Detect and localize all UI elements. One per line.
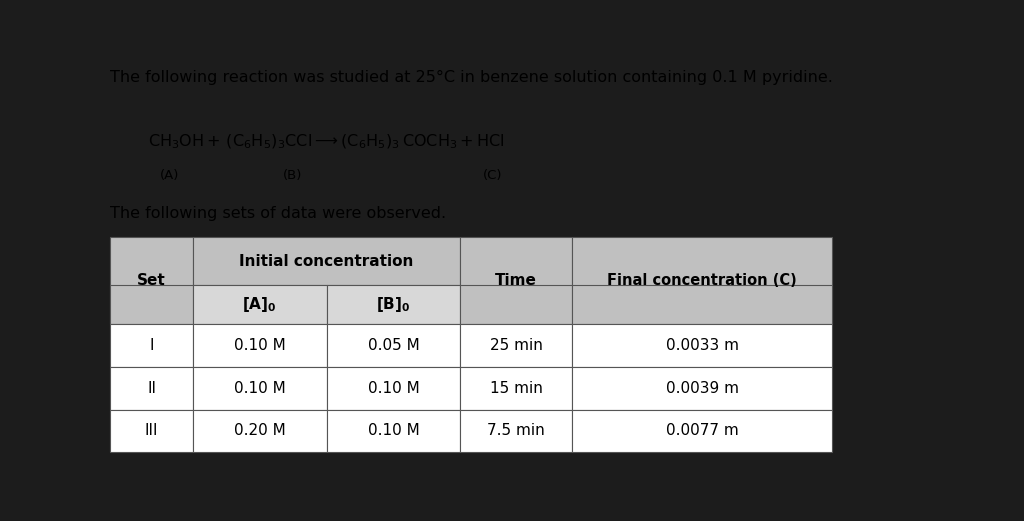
Bar [194, 324, 327, 367]
Bar [572, 410, 831, 452]
Text: $\mathrm{CH_3OH+\,(C_6H_5)_3CCl{\longrightarrow}(C_6H_5)_3\,COCH_3+HCl}$: $\mathrm{CH_3OH+\,(C_6H_5)_3CCl{\longrig… [148, 133, 505, 151]
Bar [111, 285, 194, 324]
Bar [460, 324, 572, 367]
Text: 0.10 M: 0.10 M [368, 424, 419, 438]
Text: (C): (C) [482, 169, 502, 182]
Text: $\mathbf{[A]_0}$: $\mathbf{[A]_0}$ [243, 295, 278, 314]
Text: Time: Time [496, 273, 538, 288]
Bar [111, 367, 194, 410]
Text: The following reaction was studied at 25°C in benzene solution containing 0.1 M : The following reaction was studied at 25… [111, 70, 833, 85]
Text: Initial concentration: Initial concentration [240, 254, 414, 268]
Text: (A): (A) [160, 169, 179, 182]
Bar [572, 237, 831, 324]
Bar [460, 410, 572, 452]
Text: II: II [147, 381, 156, 395]
Text: Final concentration (C): Final concentration (C) [607, 273, 797, 288]
Bar [572, 367, 831, 410]
Text: 0.10 M: 0.10 M [234, 338, 286, 353]
Text: $\mathbf{[B]_0}$: $\mathbf{[B]_0}$ [376, 295, 411, 314]
Bar [194, 410, 327, 452]
Bar [194, 367, 327, 410]
Bar [111, 324, 194, 367]
Bar [194, 285, 327, 324]
Bar [460, 285, 572, 324]
Text: 0.0039 m: 0.0039 m [666, 381, 738, 395]
Text: 0.05 M: 0.05 M [368, 338, 419, 353]
Bar [460, 367, 572, 410]
Text: Set: Set [137, 273, 166, 288]
Bar [460, 237, 572, 324]
Text: III: III [144, 424, 159, 438]
Bar [327, 285, 460, 324]
Bar [327, 324, 460, 367]
Text: The following sets of data were observed.: The following sets of data were observed… [111, 206, 446, 221]
Bar [194, 237, 460, 285]
Text: 0.20 M: 0.20 M [234, 424, 286, 438]
Text: 0.10 M: 0.10 M [234, 381, 286, 395]
Text: 7.5 min: 7.5 min [487, 424, 545, 438]
Text: 0.10 M: 0.10 M [368, 381, 419, 395]
Bar [327, 367, 460, 410]
Text: (B): (B) [283, 169, 302, 182]
Text: 25 min: 25 min [489, 338, 543, 353]
Bar [327, 410, 460, 452]
Text: 0.0077 m: 0.0077 m [666, 424, 738, 438]
Bar [572, 285, 831, 324]
Bar [111, 410, 194, 452]
Text: I: I [150, 338, 154, 353]
Bar [572, 324, 831, 367]
Text: 15 min: 15 min [489, 381, 543, 395]
Text: 0.0033 m: 0.0033 m [666, 338, 738, 353]
Bar [111, 237, 194, 324]
